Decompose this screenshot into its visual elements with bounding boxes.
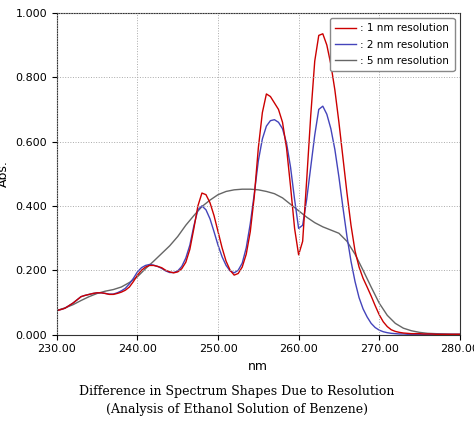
: 2 nm resolution: (280, 0.001): 2 nm resolution: (280, 0.001) [457,332,463,337]
: 5 nm resolution: (267, 0.25): 5 nm resolution: (267, 0.25) [352,251,358,257]
: 2 nm resolution: (263, 0.71): 2 nm resolution: (263, 0.71) [320,104,326,109]
: 1 nm resolution: (263, 0.935): 1 nm resolution: (263, 0.935) [320,31,326,36]
Line: : 2 nm resolution: : 2 nm resolution [57,106,460,334]
: 1 nm resolution: (277, 0.001): 1 nm resolution: (277, 0.001) [433,332,438,337]
: 5 nm resolution: (253, 0.452): 5 nm resolution: (253, 0.452) [239,187,245,192]
: 2 nm resolution: (260, 0.33): 2 nm resolution: (260, 0.33) [296,226,301,231]
: 2 nm resolution: (274, 0.001): 2 nm resolution: (274, 0.001) [404,332,410,337]
: 1 nm resolution: (260, 0.248): 1 nm resolution: (260, 0.248) [296,252,301,257]
: 1 nm resolution: (253, 0.21): 1 nm resolution: (253, 0.21) [239,264,245,270]
: 2 nm resolution: (242, 0.212): 2 nm resolution: (242, 0.212) [155,264,160,269]
: 2 nm resolution: (234, 0.122): 2 nm resolution: (234, 0.122) [82,293,88,298]
Line: : 1 nm resolution: : 1 nm resolution [57,34,460,334]
: 5 nm resolution: (264, 0.325): 5 nm resolution: (264, 0.325) [328,227,334,233]
: 5 nm resolution: (280, 0.001): 5 nm resolution: (280, 0.001) [457,332,463,337]
Y-axis label: Abs.: Abs. [0,160,10,187]
: 2 nm resolution: (230, 0.075): 2 nm resolution: (230, 0.075) [54,308,60,313]
: 5 nm resolution: (246, 0.34): 5 nm resolution: (246, 0.34) [183,223,189,228]
: 1 nm resolution: (268, 0.175): 1 nm resolution: (268, 0.175) [360,276,366,281]
: 1 nm resolution: (280, 0.001): 1 nm resolution: (280, 0.001) [457,332,463,337]
Line: : 5 nm resolution: : 5 nm resolution [57,189,460,334]
: 5 nm resolution: (245, 0.305): 5 nm resolution: (245, 0.305) [175,234,181,239]
: 1 nm resolution: (234, 0.122): 1 nm resolution: (234, 0.122) [82,293,88,298]
: 2 nm resolution: (266, 0.395): 2 nm resolution: (266, 0.395) [340,205,346,210]
: 2 nm resolution: (268, 0.08): 2 nm resolution: (268, 0.08) [360,306,366,311]
: 5 nm resolution: (230, 0.075): 5 nm resolution: (230, 0.075) [54,308,60,313]
Text: Difference in Spectrum Shapes Due to Resolution
(Analysis of Ethanol Solution of: Difference in Spectrum Shapes Due to Res… [79,385,395,416]
: 5 nm resolution: (241, 0.205): 5 nm resolution: (241, 0.205) [143,266,148,271]
: 1 nm resolution: (230, 0.075): 1 nm resolution: (230, 0.075) [54,308,60,313]
: 1 nm resolution: (266, 0.55): 1 nm resolution: (266, 0.55) [340,155,346,160]
: 5 nm resolution: (279, 0.001): 5 nm resolution: (279, 0.001) [449,332,455,337]
Legend: : 1 nm resolution, : 2 nm resolution, : 5 nm resolution: : 1 nm resolution, : 2 nm resolution, : … [330,18,455,71]
X-axis label: nm: nm [248,360,268,373]
: 1 nm resolution: (242, 0.212): 1 nm resolution: (242, 0.212) [155,264,160,269]
: 2 nm resolution: (253, 0.222): 2 nm resolution: (253, 0.222) [239,261,245,266]
: 5 nm resolution: (278, 0.002): 5 nm resolution: (278, 0.002) [441,331,447,336]
